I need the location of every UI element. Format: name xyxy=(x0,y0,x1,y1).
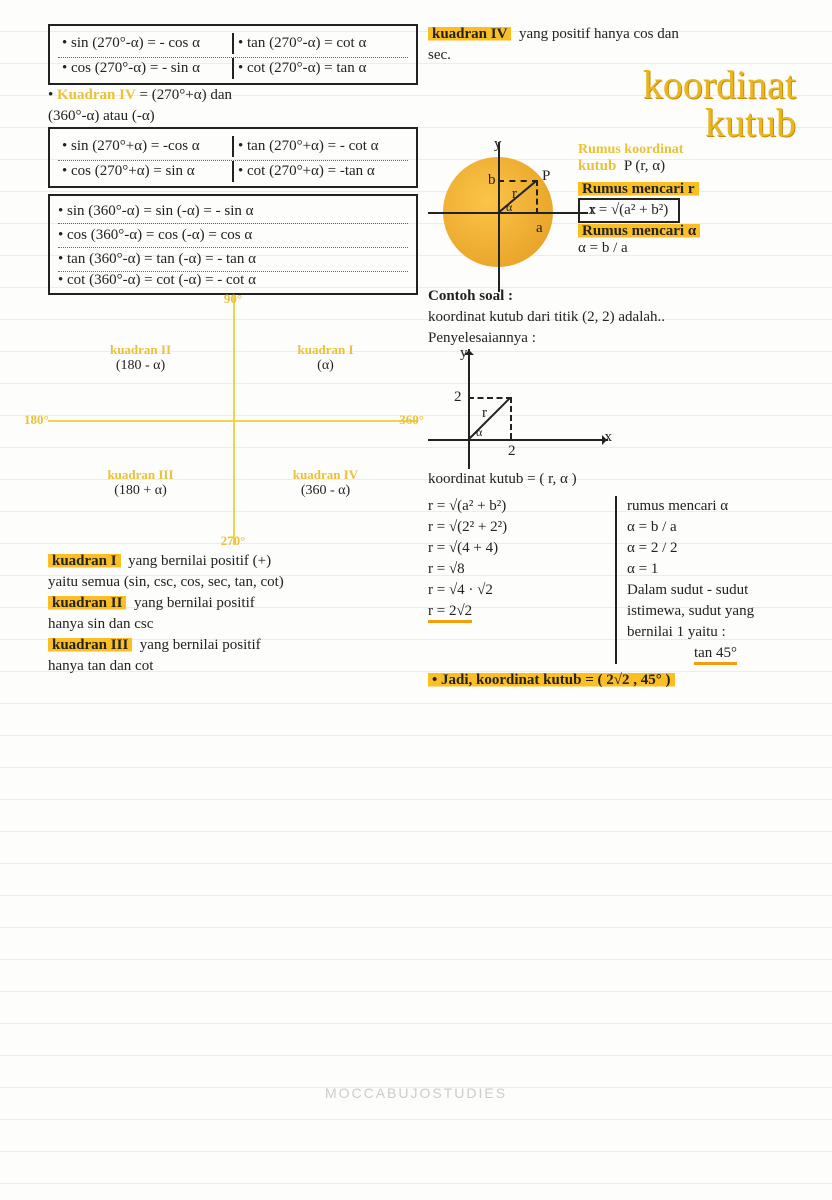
conclusion: • Jadi, koordinat kutub = ( 2√2 , 45° ) xyxy=(428,670,804,691)
formula: cos (270°+α) = sin α xyxy=(58,161,232,182)
calculation-block: r = √(a² + b²) r = √(2² + 2²) r = √(4 + … xyxy=(428,496,804,664)
formula: cot (270°-α) = tan α xyxy=(232,58,408,79)
polar-intro: b a r α P y x Rumus koordinat kutub P (r… xyxy=(428,142,804,282)
section-title: koordinat kutub xyxy=(428,66,804,142)
formula: sin (360°-α) = sin (-α) = - sin α xyxy=(58,200,408,224)
example-diagram: 2 2 r α y x xyxy=(428,349,608,469)
soal-text: koordinat kutub dari titik (2, 2) adalah… xyxy=(428,307,804,328)
formula: cot (360°-α) = cot (-α) = - cot α xyxy=(58,272,408,289)
formula: tan (270°+α) = - cot α xyxy=(232,136,408,157)
identity-box-360: sin (360°-α) = sin (-α) = - sin α cos (3… xyxy=(48,194,418,295)
polar-circle-diagram: b a r α P y x xyxy=(428,142,568,282)
kuadran-1-desc: kuadran I yang bernilai positif (+) xyxy=(48,551,418,572)
kuadran-4-heading: Kuadran IV = (270°+α) dan xyxy=(48,85,418,106)
identity-box-270-plus: sin (270°+α) = -cos α tan (270°+α) = - c… xyxy=(48,127,418,188)
contoh-label: Contoh soal : xyxy=(428,288,513,304)
kk-formula: koordinat kutub = ( r, α ) xyxy=(428,469,804,490)
kuadran-4-heading-line2: (360°-α) atau (-α) xyxy=(48,106,418,127)
kuadran-2-desc: kuadran II yang bernilai positif xyxy=(48,593,418,614)
formula: sin (270°-α) = - cos α xyxy=(58,33,232,54)
kuadran-4-desc: kuadran IV yang positif hanya cos dan xyxy=(428,24,804,45)
watermark: MOCCABUJOSTUDIES xyxy=(325,1085,507,1101)
formula: cos (270°-α) = - sin α xyxy=(58,58,232,79)
formula: sin (270°+α) = -cos α xyxy=(58,136,232,157)
identity-box-270-minus: sin (270°-α) = - cos α tan (270°-α) = co… xyxy=(48,24,418,85)
formula-alpha: α = b / a xyxy=(578,240,804,257)
kuadran-3-desc: kuadran III yang bernilai positif xyxy=(48,635,418,656)
penyelesaian-label: Penyelesaiannya : xyxy=(428,328,804,349)
formula: tan (360°-α) = tan (-α) = - tan α xyxy=(58,248,408,272)
formula: cot (270°+α) = -tan α xyxy=(232,161,408,182)
formula: tan (270°-α) = cot α xyxy=(232,33,408,54)
formula: cos (360°-α) = cos (-α) = cos α xyxy=(58,224,408,248)
quadrant-diagram: 90° 180° 270° 360° kuadran II (180 - α) … xyxy=(48,295,418,545)
